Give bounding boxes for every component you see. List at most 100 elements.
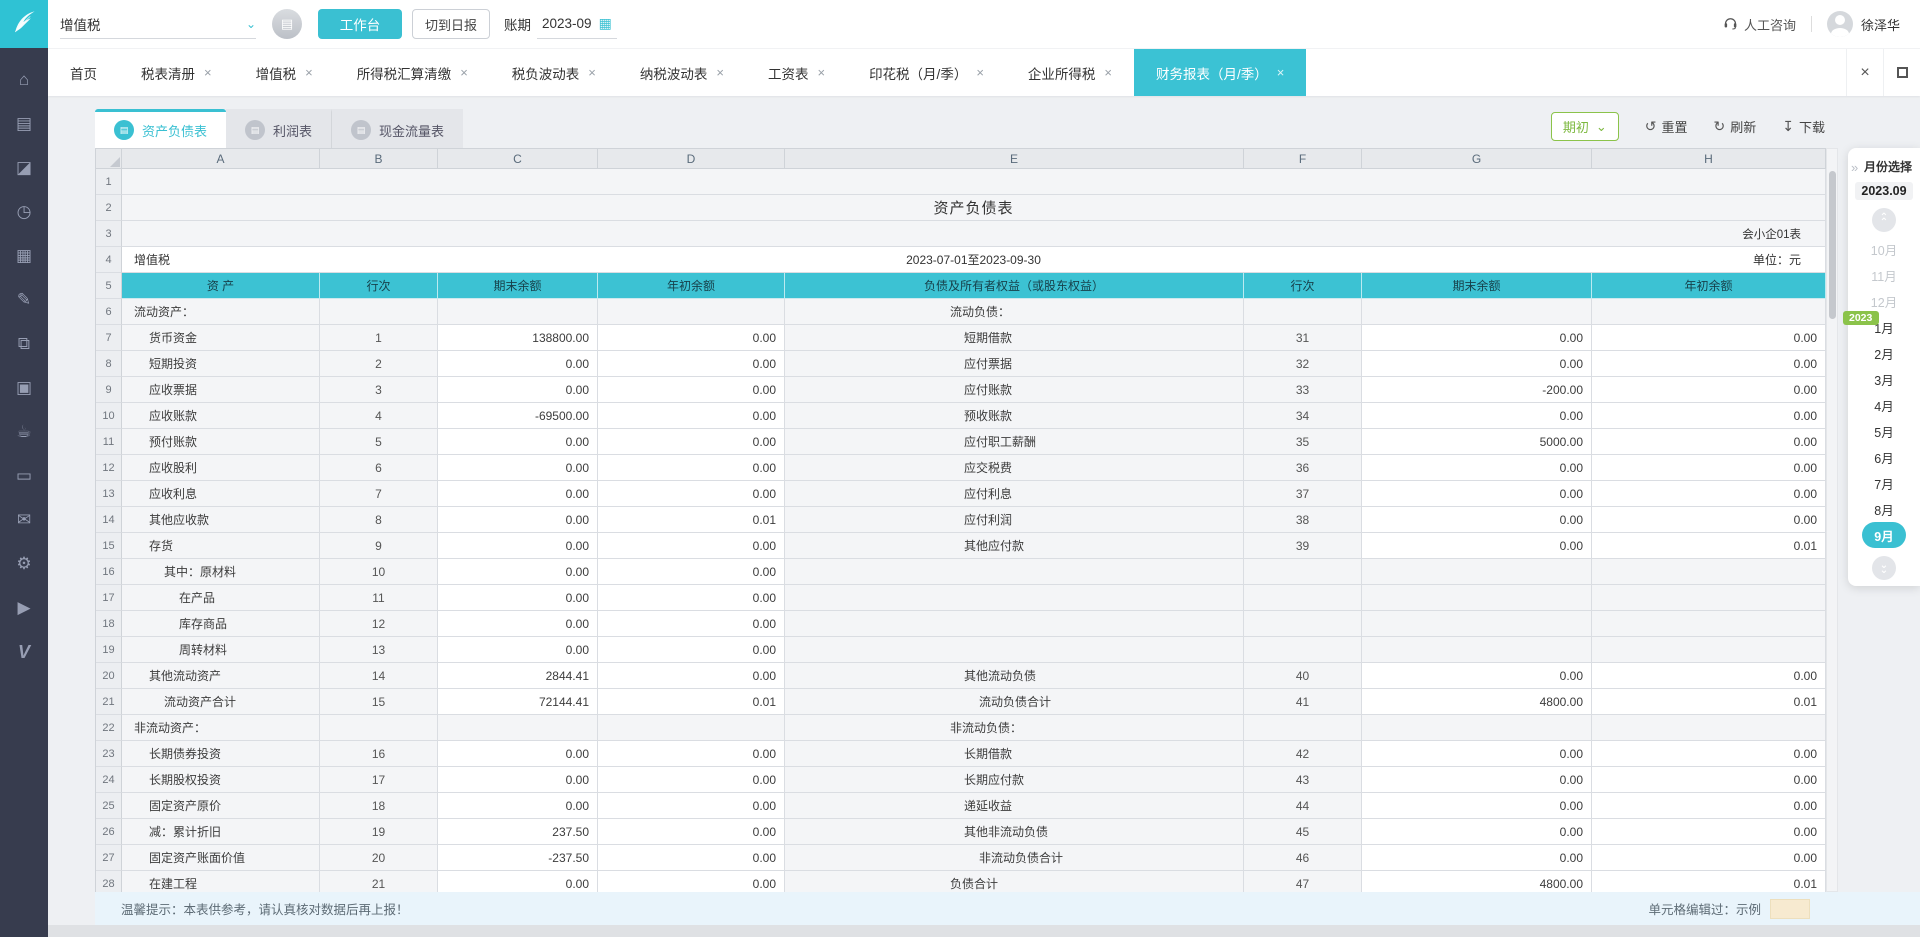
cell-C18[interactable]: 0.00 xyxy=(438,611,598,637)
cell-C23[interactable]: 0.00 xyxy=(438,741,598,767)
home-icon[interactable]: ⌂ xyxy=(18,70,30,89)
cell-G10[interactable]: 0.00 xyxy=(1362,403,1592,429)
cell-D15[interactable]: 0.00 xyxy=(598,533,785,559)
cell-E9[interactable]: 应付账款 xyxy=(785,377,1244,403)
cell-D22[interactable] xyxy=(598,715,785,741)
cell-B9[interactable]: 3 xyxy=(320,377,438,403)
month-5月[interactable]: 5月 xyxy=(1874,425,1894,440)
row-number[interactable]: 3 xyxy=(96,221,122,247)
cell-G6[interactable] xyxy=(1362,299,1592,325)
cell-E8[interactable]: 应付票据 xyxy=(785,351,1244,377)
workbench-button[interactable]: 工作台 xyxy=(318,9,402,39)
month-4月[interactable]: 4月 xyxy=(1874,399,1894,414)
module-select[interactable]: 增值税 ⌄ xyxy=(60,9,256,39)
cell-F21[interactable]: 41 xyxy=(1244,689,1362,715)
cell-A16[interactable]: 其中：原材料 xyxy=(122,559,320,585)
cell-E10[interactable]: 预收账款 xyxy=(785,403,1244,429)
cell-D14[interactable]: 0.01 xyxy=(598,507,785,533)
cell-E16[interactable] xyxy=(785,559,1244,585)
cell-C26[interactable]: 237.50 xyxy=(438,819,598,845)
cell-A17[interactable]: 在产品 xyxy=(122,585,320,611)
tab-close-icon[interactable]: × xyxy=(1104,65,1113,80)
cell-D17[interactable]: 0.00 xyxy=(598,585,785,611)
cell-B13[interactable]: 7 xyxy=(320,481,438,507)
cell-G17[interactable] xyxy=(1362,585,1592,611)
row-number[interactable]: 24 xyxy=(96,767,122,793)
cell-E21[interactable]: 流动负债合计 xyxy=(785,689,1244,715)
cell-C16[interactable]: 0.00 xyxy=(438,559,598,585)
cell-F27[interactable]: 46 xyxy=(1244,845,1362,871)
cell-A9[interactable]: 应收票据 xyxy=(122,377,320,403)
row-number[interactable]: 8 xyxy=(96,351,122,377)
row-number[interactable]: 23 xyxy=(96,741,122,767)
cell-A24[interactable]: 长期股权投资 xyxy=(122,767,320,793)
cell-A6[interactable]: 流动资产： xyxy=(122,299,320,325)
collapse-panel-icon[interactable]: » xyxy=(1851,160,1859,175)
cell-C9[interactable]: 0.00 xyxy=(438,377,598,403)
select-all-corner[interactable] xyxy=(96,149,122,169)
cell-D20[interactable]: 0.00 xyxy=(598,663,785,689)
company-icon[interactable]: ▦ xyxy=(15,246,33,265)
cell-B21[interactable]: 15 xyxy=(320,689,438,715)
cell-C8[interactable]: 0.00 xyxy=(438,351,598,377)
cell-A22[interactable]: 非流动资产： xyxy=(122,715,320,741)
cell-E18[interactable] xyxy=(785,611,1244,637)
video-icon[interactable]: ▶ xyxy=(17,598,31,617)
row-number[interactable]: 25 xyxy=(96,793,122,819)
cell-E7[interactable]: 短期借款 xyxy=(785,325,1244,351)
cell-F7[interactable]: 31 xyxy=(1244,325,1362,351)
header-ending-balance[interactable]: 期末余额 xyxy=(1362,273,1592,299)
cell-B17[interactable]: 11 xyxy=(320,585,438,611)
tab-close-icon[interactable]: × xyxy=(204,65,212,80)
close-tab-button[interactable]: × xyxy=(1846,49,1883,96)
cell-H26[interactable]: 0.00 xyxy=(1592,819,1826,845)
cell-C6[interactable] xyxy=(438,299,598,325)
cell-E13[interactable]: 应付利息 xyxy=(785,481,1244,507)
cell-E25[interactable]: 递延收益 xyxy=(785,793,1244,819)
cell-C22[interactable] xyxy=(438,715,598,741)
cell-G7[interactable]: 0.00 xyxy=(1362,325,1592,351)
cell-G26[interactable]: 0.00 xyxy=(1362,819,1592,845)
cell-B22[interactable] xyxy=(320,715,438,741)
tab-close-icon[interactable]: × xyxy=(716,65,724,80)
cell-H7[interactable]: 0.00 xyxy=(1592,325,1826,351)
header-assets[interactable]: 资 产 xyxy=(122,273,320,299)
cell-H18[interactable] xyxy=(1592,611,1826,637)
row-number[interactable]: 5 xyxy=(96,273,122,299)
cell-D8[interactable]: 0.00 xyxy=(598,351,785,377)
header-line-no[interactable]: 行次 xyxy=(1244,273,1362,299)
form-code-band[interactable]: 会小企01表 xyxy=(122,221,1826,247)
cell-G25[interactable]: 0.00 xyxy=(1362,793,1592,819)
scroll-down-chevron-icon[interactable]: ⌄ ⌄ xyxy=(1872,556,1896,580)
tab-close-icon[interactable]: × xyxy=(976,65,984,80)
column-header-G[interactable]: G xyxy=(1362,149,1592,169)
month-1月[interactable]: 1月 xyxy=(1874,321,1894,336)
row-number[interactable]: 16 xyxy=(96,559,122,585)
cell-E12[interactable]: 应交税费 xyxy=(785,455,1244,481)
cell-C19[interactable]: 0.00 xyxy=(438,637,598,663)
cell-E28[interactable]: 负债合计 xyxy=(785,871,1244,892)
cell-E6[interactable]: 流动负债： xyxy=(785,299,1244,325)
cell-C7[interactable]: 138800.00 xyxy=(438,325,598,351)
reset-button[interactable]: ↺ 重置 xyxy=(1644,118,1688,135)
cell-D11[interactable]: 0.00 xyxy=(598,429,785,455)
cell-E24[interactable]: 长期应付款 xyxy=(785,767,1244,793)
tab-工资表[interactable]: 工资表 × xyxy=(746,49,847,96)
cell-G24[interactable]: 0.00 xyxy=(1362,767,1592,793)
cell-H16[interactable] xyxy=(1592,559,1826,585)
cell-F25[interactable]: 44 xyxy=(1244,793,1362,819)
cell-F23[interactable]: 42 xyxy=(1244,741,1362,767)
cell-H19[interactable] xyxy=(1592,637,1826,663)
ledger-icon[interactable]: ▤ xyxy=(15,114,33,133)
cell-A8[interactable]: 短期投资 xyxy=(122,351,320,377)
header-liabilities[interactable]: 负债及所有者权益（或股东权益） xyxy=(785,273,1244,299)
cell-B27[interactable]: 20 xyxy=(320,845,438,871)
cell-F13[interactable]: 37 xyxy=(1244,481,1362,507)
row-number[interactable]: 1 xyxy=(96,169,122,195)
cell-B24[interactable]: 17 xyxy=(320,767,438,793)
row-number[interactable]: 27 xyxy=(96,845,122,871)
period-type-select[interactable]: 期初 ⌄ xyxy=(1550,112,1619,141)
cell-F22[interactable] xyxy=(1244,715,1362,741)
cell-B26[interactable]: 19 xyxy=(320,819,438,845)
cell-G12[interactable]: 0.00 xyxy=(1362,455,1592,481)
